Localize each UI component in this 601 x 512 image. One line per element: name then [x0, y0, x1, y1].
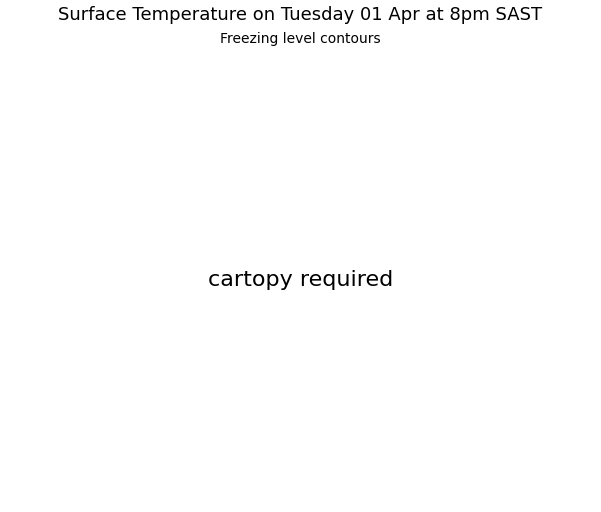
Text: Freezing level contours: Freezing level contours	[220, 32, 381, 46]
Text: cartopy required: cartopy required	[208, 269, 393, 290]
Text: Surface Temperature on Tuesday 01 Apr at 8pm SAST: Surface Temperature on Tuesday 01 Apr at…	[58, 6, 543, 24]
